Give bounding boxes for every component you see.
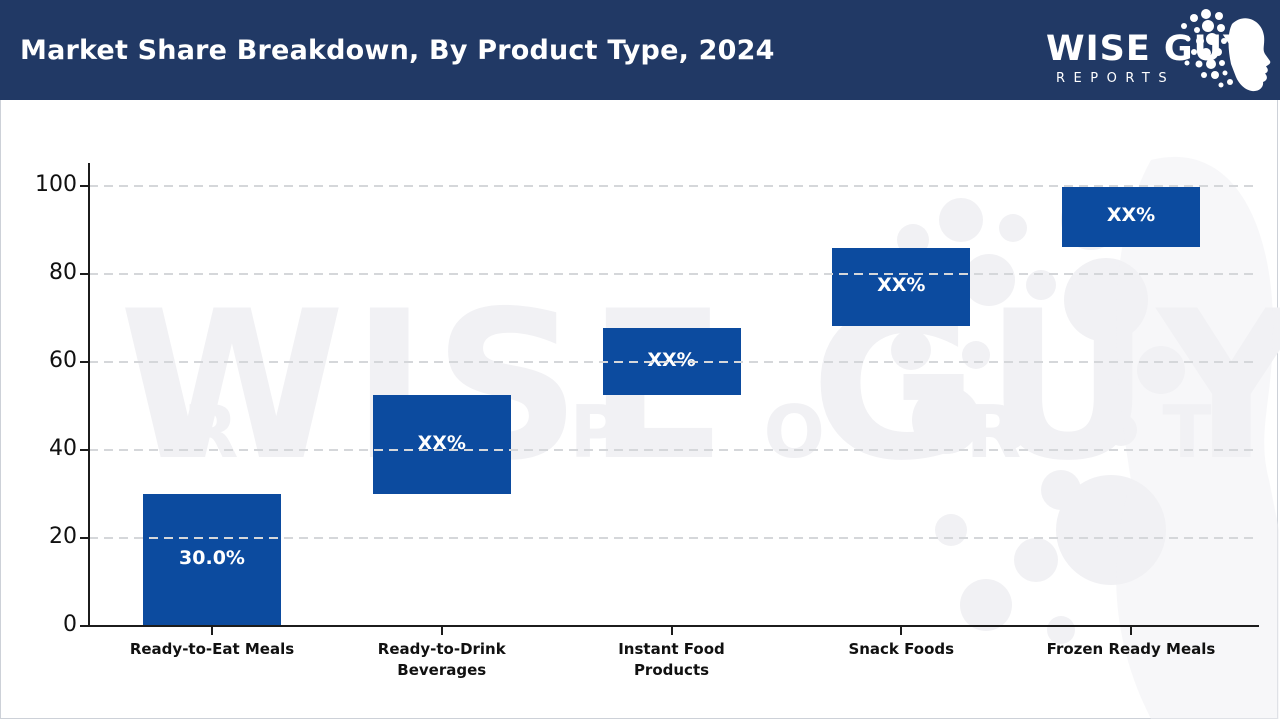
page-title: Market Share Breakdown, By Product Type,… [20,34,775,66]
x-category-label: Snack Foods [786,639,1016,660]
x-category-label-line: Ready-to-Drink [377,640,506,658]
x-tick-mark [1130,627,1132,635]
x-category-label: Ready-to-Eat Meals [97,639,327,660]
y-gridline [89,273,1259,275]
y-tick-label: 60 [49,348,77,373]
bar-value-label: XX% [647,348,696,371]
bar-frozen-ready-meals: XX% [1062,186,1200,247]
x-category-label-line: Instant Food [618,640,725,658]
y-tick-mark [80,273,88,275]
x-category-label-line: Beverages [397,661,487,679]
x-category-label-line: Snack Foods [848,640,955,658]
y-tick-label: 20 [49,524,77,549]
x-category-label-line: Ready-to-Eat Meals [129,640,295,658]
y-tick-label: 40 [49,436,77,461]
y-axis-spine [88,163,90,627]
bar-value-label: XX% [1106,203,1156,226]
y-tick-label: 100 [35,172,77,197]
x-axis-spine [89,625,1259,627]
x-tick-mark [211,627,213,635]
y-gridline [89,537,1259,539]
x-category-label-line: Frozen Ready Meals [1046,640,1216,658]
bar-ready-to-eat-meals: 30.0% [143,494,281,626]
x-category-label: Ready-to-Drink Beverages [327,639,557,681]
x-tick-mark [670,627,673,635]
y-tick-mark [80,361,88,363]
wiseguy-logo-graphic: WISE GUY REPORTS [1046,9,1271,92]
x-tick-mark [900,627,903,635]
bar-ready-to-drink-beverages: XX% [372,395,511,494]
y-tick-mark [80,185,88,187]
y-tick-mark [80,625,88,627]
y-gridline [89,185,1259,187]
bar-value-label: XX% [417,431,466,454]
header-bar: Market Share Breakdown, By Product Type,… [0,0,1280,100]
x-category-label: Frozen Ready Meals [1016,639,1246,660]
logo-subtext: REPORTS [1056,71,1175,86]
x-tick-mark [440,627,443,635]
y-tick-label: 0 [63,612,77,637]
wiseguy-logo: WISE GUY REPORTS [1016,6,1272,94]
y-tick-mark [80,449,88,451]
y-gridline [89,361,1259,363]
x-category-label: Instant Food Products [557,639,787,681]
y-gridline [89,449,1259,451]
x-category-label-line: Products [633,661,710,679]
y-tick-mark [80,537,88,539]
bar-value-label: 30.0% [179,547,245,569]
bar-snack-foods: XX% [832,248,971,326]
y-tick-label: 80 [49,260,77,285]
chart-canvas: WISE GUY R E P O R T S 02040608010030.0%… [0,100,1280,719]
bar-value-label: XX% [877,273,926,296]
